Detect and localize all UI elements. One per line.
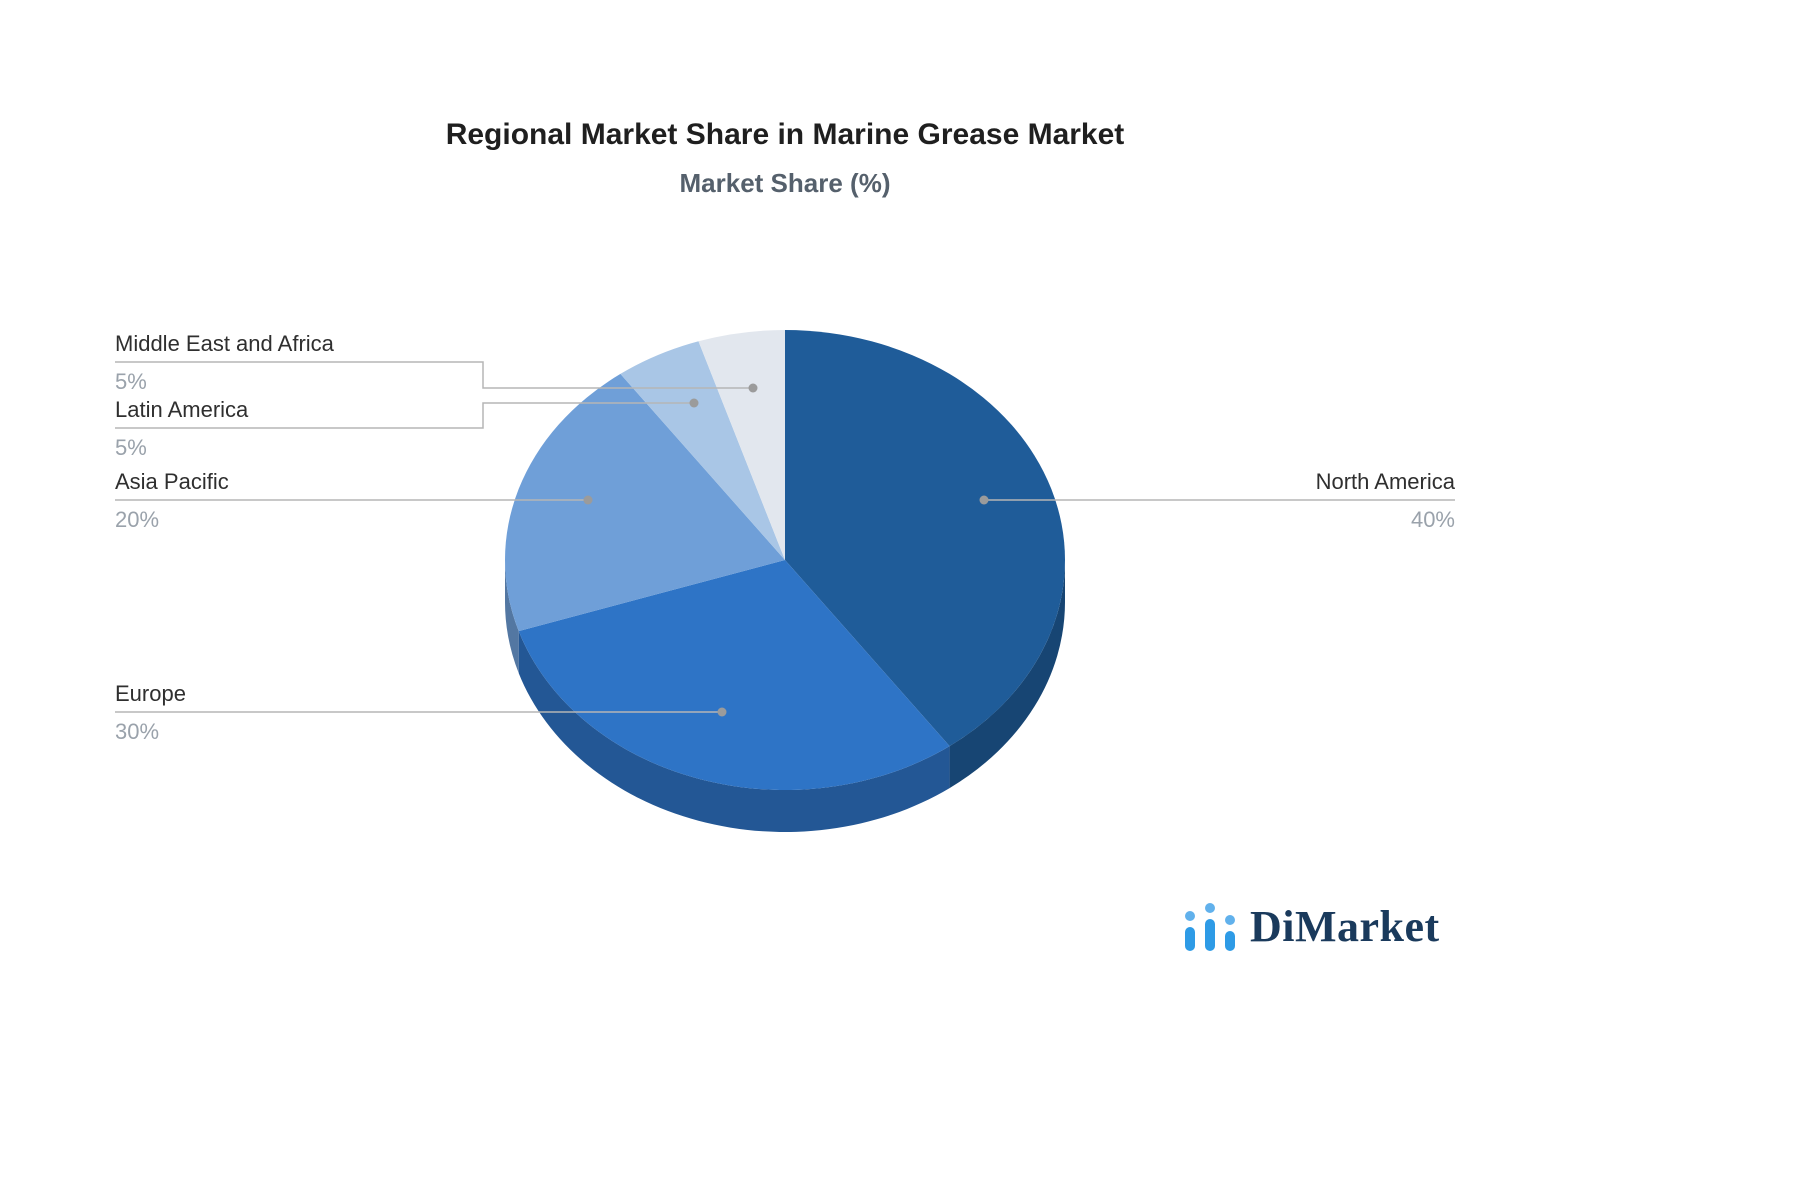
callout-label-middle-east-and-africa: Middle East and Africa: [115, 331, 334, 356]
callout-value-europe: 30%: [115, 719, 160, 744]
bar-chart-icon: [1185, 903, 1235, 951]
pie-side-asia-pacific: [505, 560, 519, 674]
leader-dot-europe: [717, 707, 727, 717]
callout-label-north-america: North America: [1315, 469, 1455, 494]
pie-slice-north-america: [785, 330, 1065, 747]
leader-dot-latin-america: [689, 398, 699, 408]
callout-label-europe: Europe: [115, 681, 186, 706]
dimarket-logo: DiMarket: [1183, 899, 1440, 953]
pie-slice-asia-pacific: [505, 373, 785, 632]
callout-label-latin-america: Latin America: [115, 397, 249, 422]
pie-slice-europe: [518, 560, 950, 790]
chart-title: Regional Market Share in Marine Grease M…: [445, 118, 1125, 151]
pie-slice-latin-america: [620, 341, 785, 560]
pie-side-europe: [518, 631, 950, 832]
callout-label-asia-pacific: Asia Pacific: [115, 469, 229, 494]
leader-dot-asia-pacific: [583, 495, 593, 505]
logo-text: DiMarket: [1250, 901, 1440, 951]
callout-value-middle-east-and-africa: 5%: [115, 369, 147, 394]
callout-value-north-america: 40%: [1410, 507, 1455, 532]
callout-value-asia-pacific: 20%: [115, 507, 160, 532]
chart-subtitle: Market Share (%): [679, 168, 891, 198]
leader-dot-north-america: [979, 495, 989, 505]
leader-line-middle-east-and-africa: [115, 361, 753, 389]
leader-dot-middle-east-and-africa: [748, 383, 758, 393]
pie-side-north-america: [949, 560, 1065, 789]
leader-line-latin-america: [115, 402, 694, 429]
callout-value-latin-america: 5%: [115, 435, 147, 460]
